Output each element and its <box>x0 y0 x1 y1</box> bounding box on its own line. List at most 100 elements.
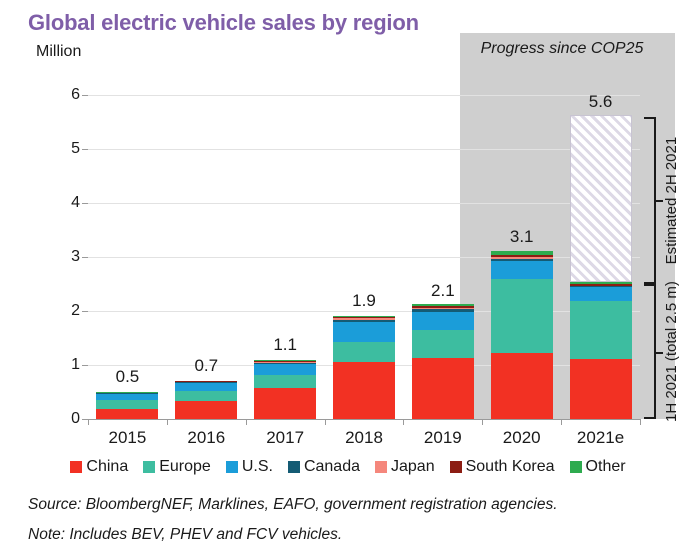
bar-segment-other[interactable] <box>569 282 632 284</box>
bar-segment-south-korea[interactable] <box>175 381 238 382</box>
bar-segment-canada[interactable] <box>175 382 238 383</box>
bar-segment-other[interactable] <box>175 380 238 382</box>
bar-segment-europe[interactable] <box>254 375 317 388</box>
bar-segment-u-s-[interactable] <box>490 261 553 280</box>
y-axis-tick-mark <box>82 149 88 150</box>
bar-segment-canada[interactable] <box>333 319 395 322</box>
bar-group-2021e[interactable] <box>569 95 632 419</box>
legend-item-canada[interactable]: Canada <box>287 458 360 476</box>
bar-segment-japan[interactable] <box>569 285 632 287</box>
bar-segment-canada[interactable] <box>490 258 553 262</box>
x-axis-label-2017: 2017 <box>266 428 305 447</box>
page-title: Global electric vehicle sales by region <box>28 10 419 35</box>
bar-segment-canada[interactable] <box>411 309 474 313</box>
bar-segment-estimated-2h-2021[interactable] <box>569 115 632 283</box>
bar-segment-other[interactable] <box>490 250 553 255</box>
bar-segment-south-korea[interactable] <box>333 316 395 319</box>
legend-item-south-korea[interactable]: South Korea <box>449 458 555 476</box>
y-axis-tick-label: 6 <box>71 86 80 103</box>
y-axis-tick-label: 1 <box>71 356 80 373</box>
y-axis-tick-label: 4 <box>71 194 80 211</box>
bar-segment-china[interactable] <box>490 353 553 419</box>
bar-stack[interactable] <box>490 250 553 419</box>
bar-segment-canada[interactable] <box>254 363 317 365</box>
x-axis-tick-mark <box>482 419 484 425</box>
bar-segment-other[interactable] <box>333 315 395 317</box>
bar-segment-japan[interactable] <box>254 361 317 364</box>
y-axis-labels: 0 1 2 3 4 5 6 <box>24 86 80 427</box>
bar-group-2015[interactable] <box>96 95 159 419</box>
legend-swatch-icon <box>143 461 156 473</box>
bar-group-2019[interactable] <box>411 95 474 419</box>
legend-label: Japan <box>391 458 435 475</box>
bar-segment-japan[interactable] <box>175 381 238 383</box>
bar-segment-europe[interactable] <box>569 301 632 360</box>
bar-total-label-2021e: 5.6 <box>588 91 613 111</box>
bar-group-2017[interactable] <box>254 95 317 419</box>
x-axis-tick-mark <box>88 419 89 425</box>
bar-stack[interactable] <box>569 115 632 419</box>
estimated-2h-2021-bracket <box>644 116 656 284</box>
bar-segment-other[interactable] <box>96 392 159 393</box>
bar-segment-china[interactable] <box>96 408 159 419</box>
y-axis-tick-mark <box>82 365 88 366</box>
legend-swatch-icon <box>449 461 462 473</box>
bar-segment-canada[interactable] <box>569 286 632 288</box>
first-half-2021-bracket-label: 1H 2021 (total 2.5 m) <box>663 281 680 422</box>
bar-segment-japan[interactable] <box>411 307 474 310</box>
bar-segment-u-s-[interactable] <box>254 364 317 376</box>
bar-stack[interactable] <box>333 315 395 419</box>
bar-segment-europe[interactable] <box>333 342 395 362</box>
bar-segment-u-s-[interactable] <box>333 321 395 343</box>
bar-segment-u-s-[interactable] <box>96 393 159 400</box>
legend-swatch-icon <box>375 461 387 473</box>
bar-stack[interactable] <box>96 392 159 419</box>
bar-segment-south-korea[interactable] <box>411 306 474 308</box>
bar-segment-south-korea[interactable] <box>490 254 553 258</box>
bar-segment-europe[interactable] <box>175 391 238 402</box>
x-axis-label-2018: 2018 <box>345 428 383 447</box>
bar-segment-china[interactable] <box>254 387 317 419</box>
bar-stack[interactable] <box>254 360 317 419</box>
legend-swatch-icon <box>225 461 238 473</box>
bar-segment-europe[interactable] <box>411 329 474 358</box>
bar-segment-u-s-[interactable] <box>569 287 632 302</box>
bar-group-2020[interactable] <box>490 95 553 419</box>
bar-segment-u-s-[interactable] <box>175 382 238 392</box>
legend-label: U.S. <box>241 458 273 475</box>
bar-segment-other[interactable] <box>254 360 317 362</box>
y-axis-tick-mark <box>82 419 88 420</box>
bar-segment-japan[interactable] <box>333 318 395 320</box>
legend-item-china[interactable]: China <box>70 458 128 476</box>
bar-segment-china[interactable] <box>411 357 474 419</box>
legend-item-japan[interactable]: Japan <box>375 458 435 476</box>
bar-segment-canada[interactable] <box>96 393 159 394</box>
y-axis-tick-label: 5 <box>71 140 80 157</box>
legend-label: Europe <box>159 458 211 475</box>
bar-segment-japan[interactable] <box>490 257 553 259</box>
bar-segment-south-korea[interactable] <box>569 283 632 286</box>
bar-stack[interactable] <box>175 380 238 419</box>
legend-item-other[interactable]: Other <box>569 458 626 476</box>
bar-segment-china[interactable] <box>175 401 238 419</box>
bar-segment-other[interactable] <box>411 303 474 307</box>
bar-total-label-2019: 2.1 <box>431 280 455 300</box>
bar-group-2016[interactable] <box>175 95 238 419</box>
bar-group-2018[interactable] <box>333 95 395 419</box>
estimated-2h-2021-bracket-nub <box>656 200 663 203</box>
bar-stack[interactable] <box>411 303 474 419</box>
x-axis-tick-mark <box>324 419 326 425</box>
bar-segment-u-s-[interactable] <box>411 312 474 330</box>
bar-segment-south-korea[interactable] <box>254 361 317 362</box>
x-axis-label-2021e: 2021e <box>576 428 625 447</box>
legend-item-europe[interactable]: Europe <box>143 458 211 476</box>
y-axis-tick-label: 0 <box>71 410 80 427</box>
bar-segment-china[interactable] <box>333 361 395 419</box>
bar-segment-japan[interactable] <box>96 392 159 394</box>
bar-segment-europe[interactable] <box>96 399 159 409</box>
bar-segment-europe[interactable] <box>490 279 553 354</box>
x-axis-tick-mark <box>403 419 405 425</box>
bar-segment-china[interactable] <box>569 359 632 419</box>
legend-item-u-s-[interactable]: U.S. <box>225 458 273 476</box>
